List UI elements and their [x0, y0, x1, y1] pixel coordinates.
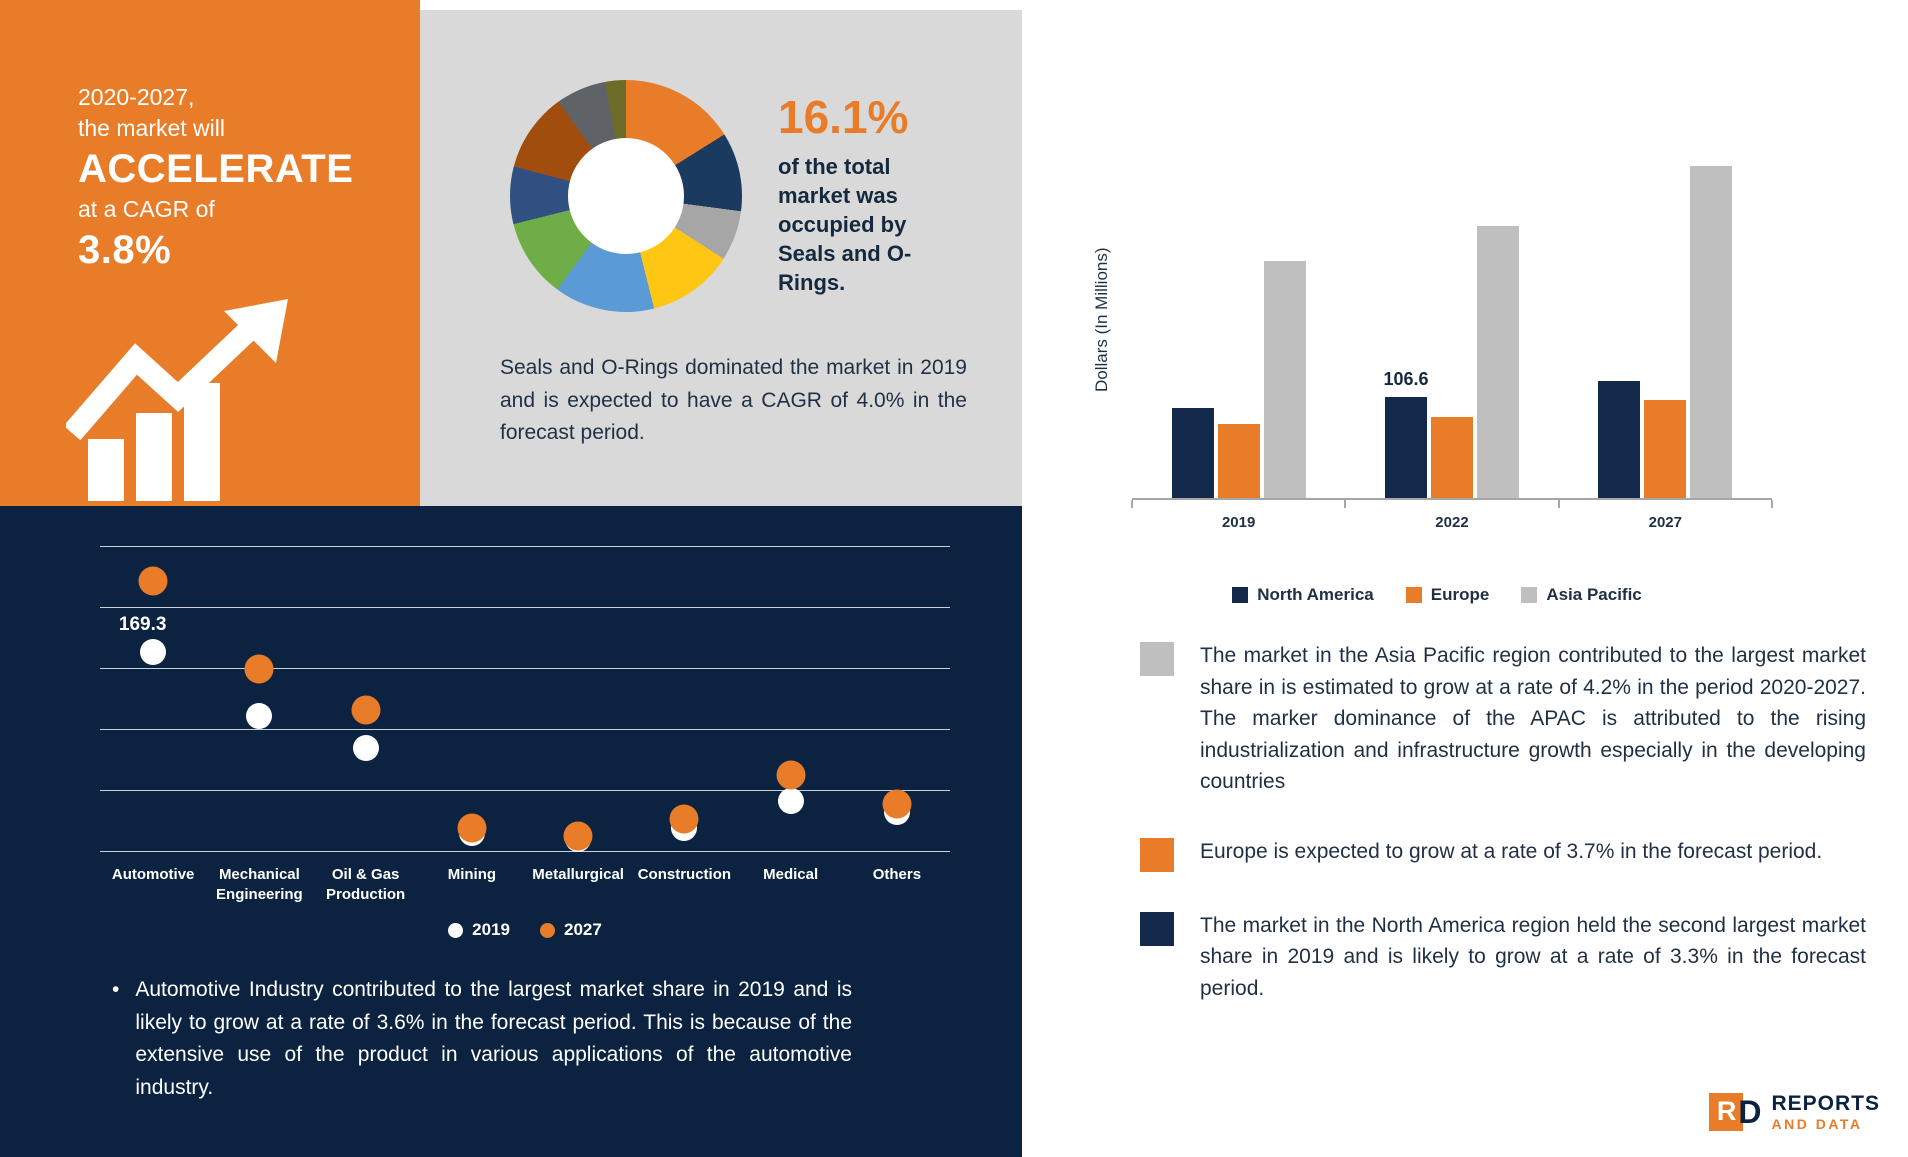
axis-tick — [1557, 500, 1560, 508]
logo-mark-icon: R D — [1708, 1093, 1762, 1131]
donut-highlight-caption: of the total market was occupied by Seal… — [778, 154, 912, 296]
region-panel: Dollars (In Millions) 106.6 2019 2022 2027… — [1022, 0, 1908, 1157]
bar-group-2019 — [1171, 140, 1306, 498]
x-tick-label: 2022 — [1435, 514, 1469, 531]
cagr-line-2: the market will — [78, 115, 225, 142]
legend-item-2019: 2019 — [448, 920, 510, 940]
region-bullet-text: Europe is expected to grow at a rate of … — [1200, 839, 1823, 863]
dot-2019-0 — [140, 639, 167, 666]
region-bar-chart: Dollars (In Millions) 106.6 2019 2022 2027 — [1092, 140, 1773, 531]
category-label: Oil & Gas Production — [326, 866, 406, 903]
donut-paragraph: Seals and O-Rings dominated the market i… — [500, 356, 967, 445]
cagr-line-4: at a CAGR of — [78, 196, 215, 223]
industry-dot-chart: 169.3 — [100, 546, 950, 853]
bar-value-label: 106.6 — [1383, 369, 1429, 390]
axis-tick — [1344, 500, 1347, 508]
bar-Asia Pacific-2027 — [1690, 166, 1733, 498]
dot-2027-2 — [351, 695, 381, 725]
region-bullet-2: Europe is expected to grow at a rate of … — [1140, 836, 1866, 872]
gridline — [100, 546, 950, 547]
bar-North America-2022: 106.6 — [1383, 369, 1429, 498]
dot-value-label: 169.3 — [118, 614, 167, 636]
dot-2019-1 — [246, 703, 273, 730]
dot-2027-7 — [882, 789, 912, 819]
gridline — [100, 851, 950, 852]
bar-North America-2027 — [1598, 381, 1641, 498]
category-label: Mining — [447, 866, 497, 883]
cagr-line-1: 2020-2027, — [78, 84, 195, 110]
bar-group-2027 — [1598, 140, 1733, 498]
category-label: Mechanical Engineering — [216, 866, 303, 903]
legend-swatch-icon — [1405, 587, 1422, 603]
donut-highlight-value: 16.1% — [778, 91, 909, 143]
region-bullet-1: The market in the Asia Pacific region co… — [1140, 640, 1866, 798]
growth-arrow-icon — [63, 297, 420, 514]
legend-swatch-icon — [1521, 587, 1538, 603]
bullet-swatch-icon — [1140, 837, 1174, 872]
category-label: Metallurgical — [532, 866, 624, 883]
dot-2027-0 — [138, 566, 168, 596]
logo-text-and-data: AND DATA — [1771, 1116, 1863, 1132]
axis-tick — [1771, 500, 1773, 508]
legend-item-2027: 2027 — [540, 920, 602, 940]
bar-group-2022: 106.6 — [1383, 140, 1519, 498]
cagr-accelerate-text: ACCELERATE — [78, 147, 354, 192]
logo-letter-r: R — [1708, 1093, 1744, 1131]
bullet-marker: • — [112, 978, 120, 1001]
bullet-swatch-icon — [1140, 642, 1174, 676]
legend-item-europe: Europe — [1405, 585, 1489, 605]
cagr-panel: 2020-2027, the market will ACCELERATE at… — [0, 0, 420, 506]
category-label: Automotive — [111, 866, 195, 883]
category-label: Medical — [763, 866, 819, 883]
industry-bullet-text: Automotive Industry contributed to the l… — [135, 978, 852, 1099]
cagr-value: 3.8% — [78, 228, 172, 273]
bar-Europe-2027 — [1644, 400, 1687, 498]
x-tick-label: 2019 — [1221, 514, 1256, 531]
category-label: Construction — [637, 866, 732, 883]
product-share-donut-chart — [510, 80, 742, 312]
dot-2027-3 — [457, 813, 487, 843]
industry-category-axis: Automotive Mechanical Engineering Oil & Ga… — [100, 865, 950, 904]
category-label: Others — [872, 866, 922, 883]
legend-item-asia-pacific: Asia Pacific — [1521, 585, 1642, 605]
bar-North America-2019 — [1171, 408, 1214, 498]
legend-item-north-america: North America — [1232, 585, 1374, 605]
bullet-swatch-icon — [1140, 911, 1174, 946]
dot-2027-4 — [563, 821, 593, 851]
reports-and-data-logo: R D REPORTS AND DATA — [1708, 1092, 1880, 1132]
bar-plot-area: 106.6 — [1131, 140, 1773, 508]
y-axis-label: Dollars (In Millions) — [1092, 247, 1111, 393]
industry-panel: 169.3 Automotive Mechanical Engineering Oi… — [0, 506, 1022, 1157]
bar-Europe-2019 — [1217, 424, 1260, 498]
logo-letter-d: D — [1738, 1093, 1762, 1130]
bar-x-axis: 2019 2022 2027 — [1132, 514, 1772, 531]
product-share-panel: 16.1% of the total market was occupied b… — [420, 10, 1022, 506]
dot-2019-6 — [777, 787, 804, 814]
dot-2019-2 — [352, 734, 379, 761]
region-bullet-text: The market in the Asia Pacific region co… — [1200, 644, 1866, 793]
bar-Asia Pacific-2022 — [1476, 226, 1519, 498]
dot-2027-1 — [244, 654, 274, 684]
gridline — [100, 668, 950, 669]
logo-text-reports: REPORTS — [1771, 1092, 1880, 1115]
bar-Asia Pacific-2019 — [1263, 261, 1306, 498]
legend-swatch-icon — [540, 922, 555, 938]
dot-2027-6 — [776, 760, 806, 790]
bar-Europe-2022 — [1430, 417, 1473, 498]
region-bullets: The market in the Asia Pacific region co… — [1140, 640, 1866, 1004]
region-bullet-text: The market in the North America region h… — [1200, 913, 1866, 1000]
x-tick-label: 2027 — [1648, 514, 1682, 531]
region-legend: North America Europe Asia Pacific — [1117, 585, 1757, 605]
gridline — [100, 607, 950, 608]
region-bullet-3: The market in the North America region h… — [1140, 910, 1866, 1005]
gridline — [100, 729, 950, 730]
legend-swatch-icon — [1232, 587, 1249, 603]
legend-swatch-icon — [448, 922, 464, 938]
dot-2027-5 — [669, 804, 699, 834]
gridline — [100, 790, 950, 791]
industry-bullet: • Automotive Industry contributed to the… — [112, 974, 852, 1104]
industry-legend: 2019 2027 — [100, 920, 950, 940]
axis-tick — [1131, 500, 1133, 508]
